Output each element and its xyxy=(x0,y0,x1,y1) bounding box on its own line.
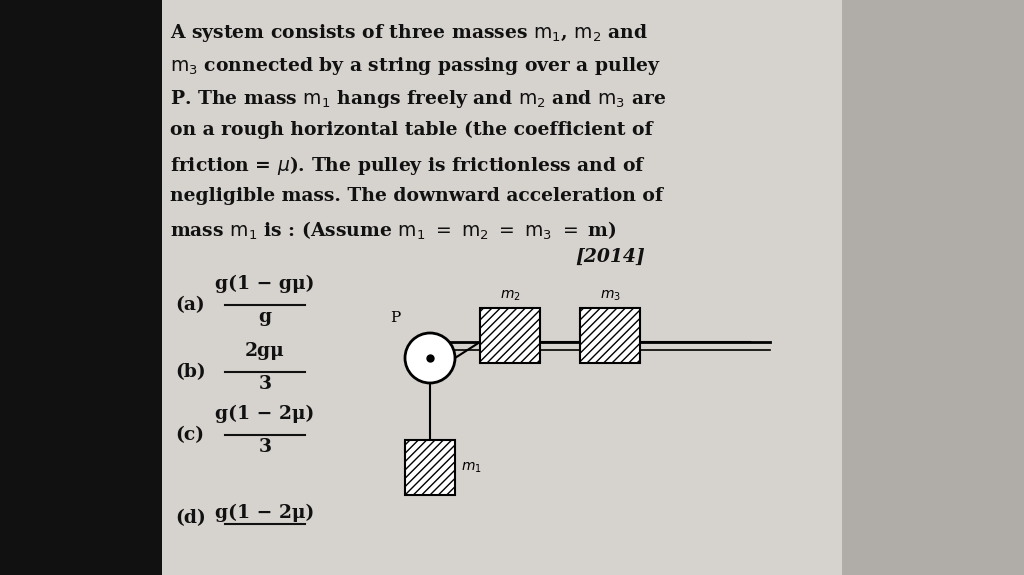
Text: on a rough horizontal table (the coefficient of: on a rough horizontal table (the coeffic… xyxy=(170,121,652,139)
Text: g(1 − gμ): g(1 − gμ) xyxy=(215,275,314,293)
Text: $\mathrm{m_3}$ connected by a string passing over a pulley: $\mathrm{m_3}$ connected by a string pas… xyxy=(170,55,660,77)
Text: $m_1$: $m_1$ xyxy=(461,461,481,475)
Bar xyxy=(406,440,455,495)
Text: g: g xyxy=(258,308,271,326)
Text: g(1 − 2μ): g(1 − 2μ) xyxy=(215,504,314,522)
Text: g(1 − 2μ): g(1 − 2μ) xyxy=(215,405,314,423)
Text: $m_3$: $m_3$ xyxy=(600,289,621,303)
Text: 3: 3 xyxy=(258,438,271,456)
Text: A system consists of three masses $\mathrm{m_1}$, $\mathrm{m_2}$ and: A system consists of three masses $\math… xyxy=(170,22,648,44)
Text: (a): (a) xyxy=(175,296,205,314)
Text: negligible mass. The downward acceleration of: negligible mass. The downward accelerati… xyxy=(170,187,663,205)
Bar xyxy=(480,308,540,363)
Bar xyxy=(162,0,842,575)
Text: 2gμ: 2gμ xyxy=(245,342,285,360)
Text: [2014]: [2014] xyxy=(575,248,645,266)
Text: P. The mass $\mathrm{m_1}$ hangs freely and $\mathrm{m_2}$ and $\mathrm{m_3}$ ar: P. The mass $\mathrm{m_1}$ hangs freely … xyxy=(170,88,667,110)
Text: $m_2$: $m_2$ xyxy=(500,289,520,303)
Bar xyxy=(580,308,640,363)
Bar xyxy=(0,0,162,575)
Circle shape xyxy=(406,333,455,383)
Text: friction = $\mu$). The pulley is frictionless and of: friction = $\mu$). The pulley is frictio… xyxy=(170,154,646,177)
Text: 3: 3 xyxy=(258,375,271,393)
Text: P: P xyxy=(390,311,400,325)
Text: (d): (d) xyxy=(175,509,206,527)
Text: (c): (c) xyxy=(175,426,204,444)
Bar xyxy=(842,0,1024,575)
Text: mass $\mathrm{m_1}$ is : (Assume $\mathrm{m_1}$ $=$ $\mathrm{m_2}$ $=$ $\mathrm{: mass $\mathrm{m_1}$ is : (Assume $\mathr… xyxy=(170,220,616,242)
Text: (b): (b) xyxy=(175,363,206,381)
